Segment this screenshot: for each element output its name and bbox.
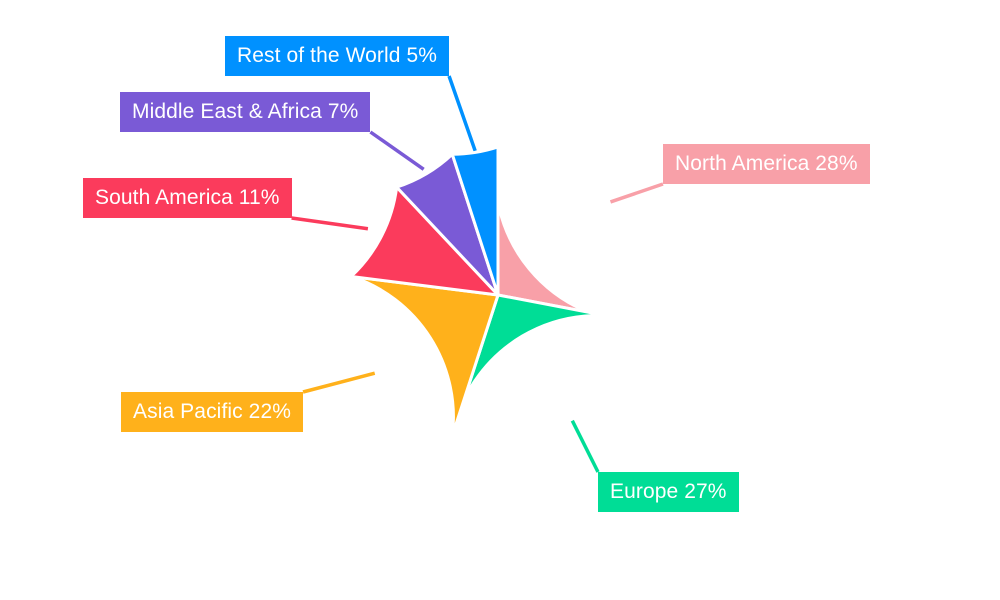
pie-slice-asia-pacific[interactable] bbox=[349, 274, 500, 438]
slice-label-asia-pacific[interactable]: Asia Pacific 22% bbox=[121, 392, 304, 432]
slice-label-south-america[interactable]: South America 11% bbox=[83, 178, 292, 218]
pie-slice-south-america[interactable] bbox=[349, 185, 500, 297]
leader-line-north-america bbox=[609, 182, 664, 204]
leader-line-south-america bbox=[291, 216, 369, 231]
slice-label-rest-of-world[interactable]: Rest of the World 5% bbox=[225, 36, 450, 76]
slice-label-north-america[interactable]: North America 28% bbox=[663, 144, 870, 184]
slice-label-europe[interactable]: Europe 27% bbox=[598, 472, 739, 512]
pie-slice-rest-of-world[interactable] bbox=[450, 145, 500, 297]
leader-line-rest-of-world bbox=[447, 75, 477, 152]
leader-line-europe bbox=[570, 419, 600, 473]
pie-slice-north-america[interactable] bbox=[493, 145, 645, 325]
leader-line-middle-east-africa bbox=[369, 130, 425, 171]
slice-label-middle-east-africa[interactable]: Middle East & Africa 7% bbox=[120, 92, 371, 132]
pie-slice-group bbox=[349, 145, 645, 438]
leader-line-asia-pacific bbox=[302, 371, 376, 394]
leader-line-group bbox=[291, 75, 664, 473]
